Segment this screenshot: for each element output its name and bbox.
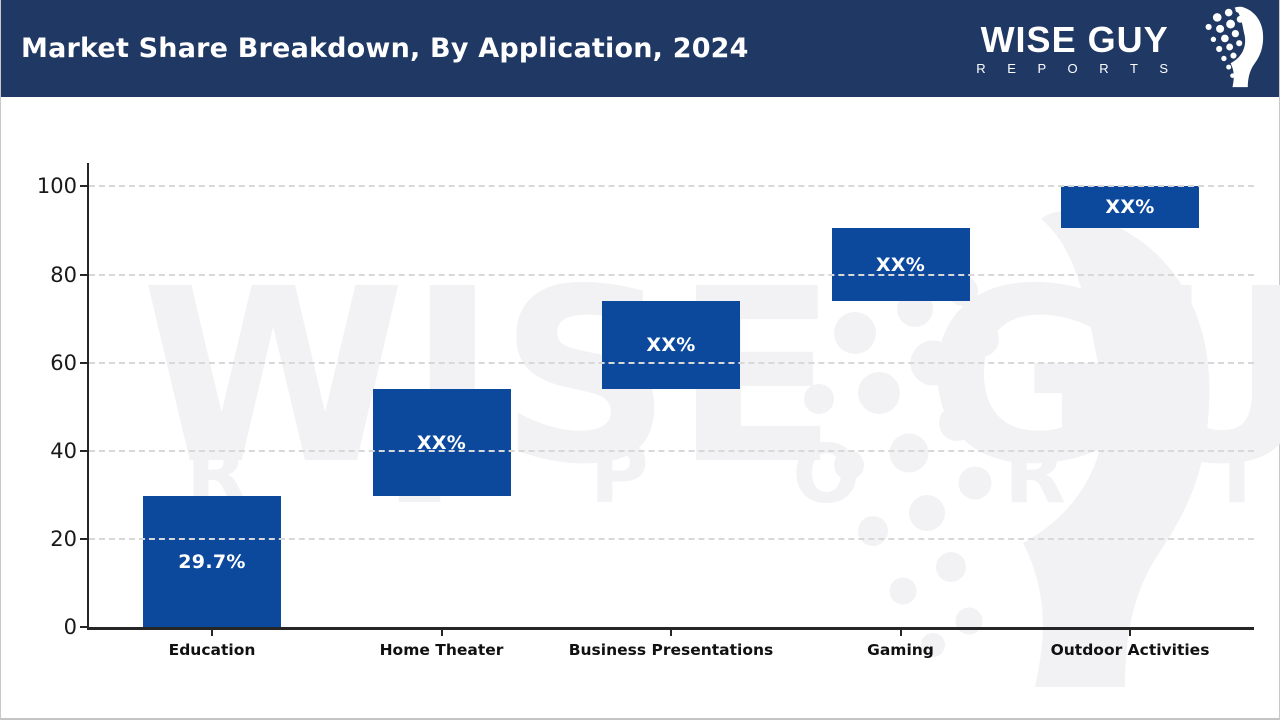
bar-label-business-presentations: XX%: [602, 301, 740, 389]
bar-value-label: XX%: [1105, 196, 1155, 219]
bar-value-label: XX%: [875, 253, 926, 276]
bar-value-label: 29.7%: [178, 550, 246, 573]
x-tick-home-theater: [440, 630, 443, 636]
brand-logo-text: WISE GUY R E P O R T S: [972, 18, 1177, 77]
bar-business-presentations: [602, 300, 740, 390]
y-tick-label-80: 80: [50, 262, 77, 287]
chart-title: Market Share Breakdown, By Application, …: [21, 33, 749, 64]
x-label-education: Education: [168, 641, 256, 659]
x-axis: [87, 627, 1254, 630]
x-label-gaming: Gaming: [867, 641, 934, 659]
bar-label-outdoor-activities: XX%: [1061, 186, 1199, 228]
bar-value-label: XX%: [416, 431, 467, 454]
y-tick-label-60: 60: [50, 350, 77, 375]
bar-label-home-theater: XX%: [373, 389, 511, 496]
y-tick-80: [80, 273, 89, 276]
gridline-20: [89, 537, 1254, 540]
gridline-100: [89, 185, 1254, 188]
bar-gaming: [831, 228, 970, 301]
y-tick-label-0: 0: [63, 615, 77, 639]
brand-logo: WISE GUY R E P O R T S: [972, 4, 1265, 94]
x-tick-education: [211, 630, 213, 636]
bar-label-gaming: XX%: [832, 228, 970, 301]
dotted-head-icon: [1179, 4, 1265, 94]
gridline-80: [89, 273, 1254, 276]
bar-value-label: XX%: [646, 334, 696, 356]
x-label-business-presentations: Business Presentations: [568, 641, 774, 659]
header-bar: Market Share Breakdown, By Application, …: [1, 0, 1279, 97]
chart-area: WISE GUY R E P O R T S 020406080100Educa…: [1, 97, 1280, 718]
x-tick-outdoor-activities: [1129, 630, 1131, 636]
brand-name: WISE GUY: [980, 18, 1169, 60]
gridline-60: [89, 361, 1254, 364]
y-tick-100: [80, 185, 89, 188]
y-axis: [87, 163, 89, 629]
x-tick-gaming: [899, 630, 902, 636]
y-tick-label-100: 100: [36, 174, 77, 199]
y-tick-label-20: 20: [50, 526, 77, 551]
gridline-40: [89, 449, 1254, 452]
bar-outdoor-activities: [1061, 186, 1199, 229]
y-tick-0: [80, 626, 89, 628]
x-label-outdoor-activities: Outdoor Activities: [1050, 641, 1210, 659]
bar-home-theater: [372, 389, 511, 497]
x-label-home-theater: Home Theater: [379, 641, 504, 659]
watermark-head-icon: [741, 177, 1251, 718]
y-tick-60: [80, 361, 89, 364]
y-tick-20: [80, 537, 89, 540]
y-tick-label-40: 40: [50, 438, 77, 463]
brand-subtitle: R E P O R T S: [976, 60, 1177, 76]
bar-label-education: 29.7%: [143, 496, 281, 627]
y-tick-40: [80, 449, 89, 452]
bar-education: [143, 496, 281, 627]
x-tick-business-presentations: [670, 630, 672, 636]
